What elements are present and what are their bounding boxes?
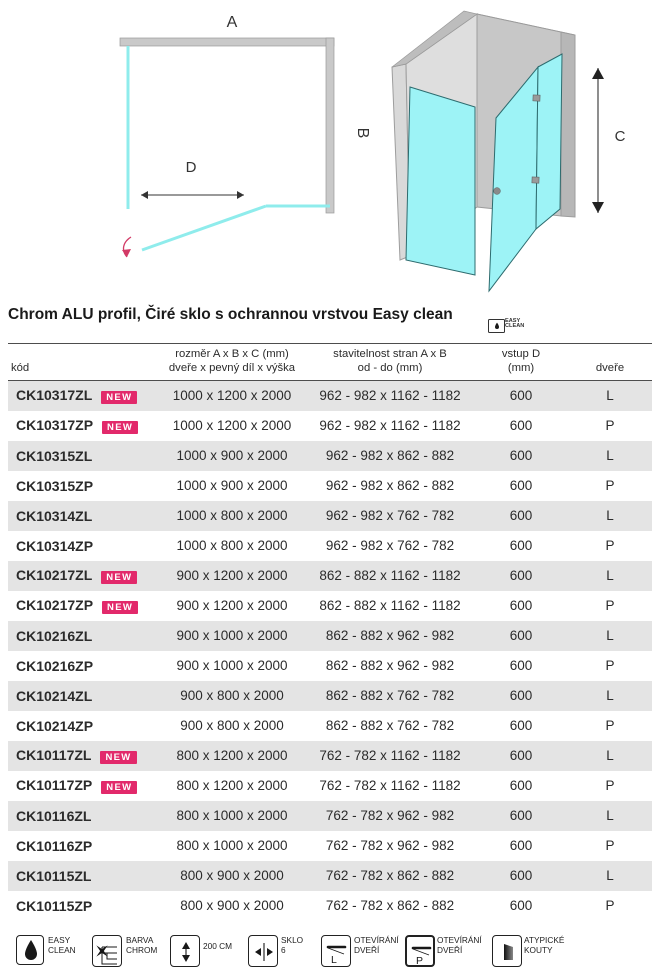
svg-text:A: A (227, 14, 238, 31)
svg-text:B: B (354, 128, 371, 139)
svg-text:D: D (186, 159, 197, 176)
svg-text:P: P (416, 955, 423, 967)
svg-text:L: L (331, 954, 337, 966)
svg-text:C: C (615, 128, 626, 145)
